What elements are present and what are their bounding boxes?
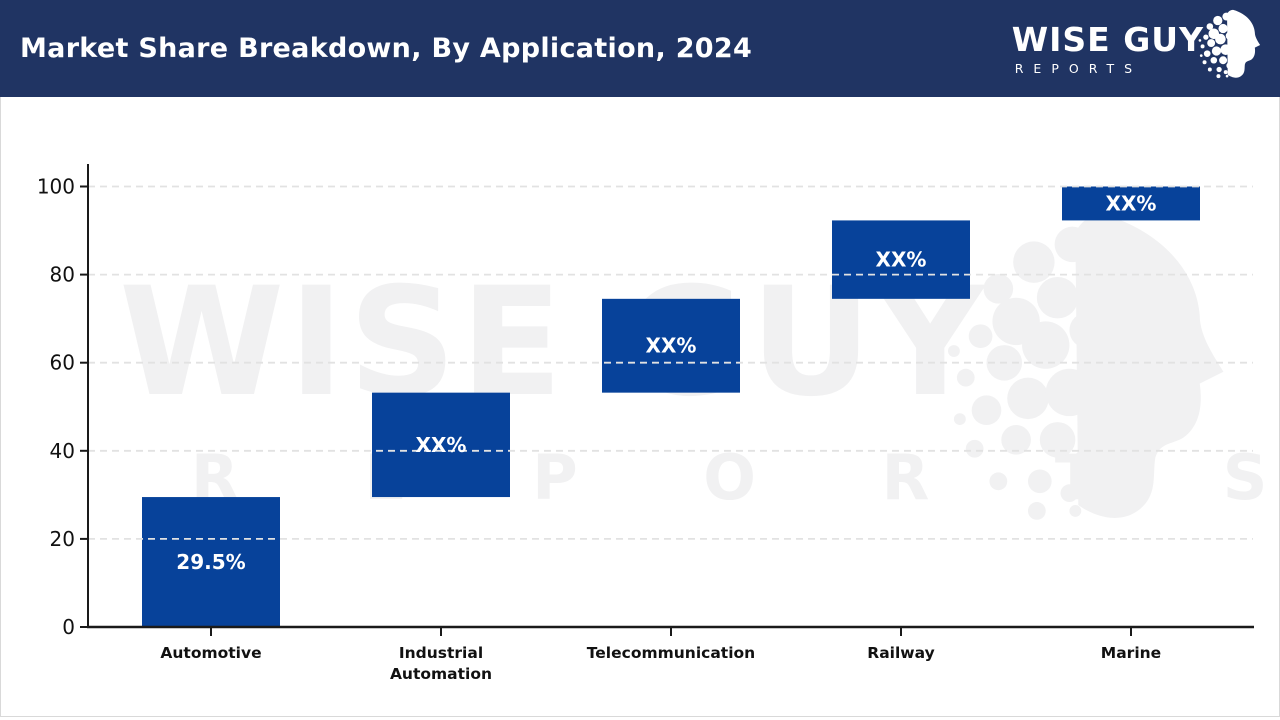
y-tick-label-40: 40: [50, 439, 75, 463]
market-share-chart: 29.5% XX% XX% XX% XX% 0 20 40 60 80 100 Automotive I…: [37, 164, 1254, 683]
logo-name-text: WISE GUY: [1011, 19, 1204, 59]
x-tick-label-railway: Railway: [867, 644, 934, 662]
logo-subtitle-text: REPORTS: [1014, 60, 1143, 76]
x-tick-label-marine: Marine: [1101, 644, 1161, 662]
bar-value-label-automotive: 29.5%: [176, 550, 245, 574]
bar-value-label-telecommunication: XX%: [646, 334, 697, 358]
x-tick-label-industrial-automation: Industrial: [399, 644, 483, 662]
page-title: Market Share Breakdown, By Application, …: [20, 33, 753, 64]
y-tick-label-80: 80: [50, 263, 75, 287]
bar-automotive: [142, 497, 280, 627]
x-tick-label-industrial-automation: Automation: [390, 665, 492, 683]
logo-wordmark: WISE GUY REPORTS: [1012, 23, 1204, 76]
wiseguy-logo: WISE GUY REPORTS: [1012, 6, 1270, 92]
head-silhouette-icon: [1196, 6, 1270, 92]
bar-railway: [832, 220, 970, 299]
y-tick-label-60: 60: [50, 351, 75, 375]
bar-telecommunication: [602, 298, 740, 393]
report-header: Market Share Breakdown, By Application, …: [0, 0, 1280, 97]
y-tick-label-0: 0: [62, 615, 75, 639]
chart-region: WISE GUY R E P O R T S 29.5% XX% XX% XX% XX%…: [0, 97, 1280, 717]
y-tick-label-100: 100: [37, 175, 75, 199]
x-tick-label-automotive: Automotive: [160, 644, 261, 662]
bar-value-label-marine: XX%: [1106, 191, 1157, 215]
y-tick-label-20: 20: [50, 527, 75, 551]
bar-industrial-automation: [372, 392, 510, 498]
bar-value-label-railway: XX%: [876, 248, 927, 272]
bar-marine: [1062, 186, 1200, 221]
bar-value-label-industrial-automation: XX%: [416, 433, 467, 457]
x-tick-label-telecommunication: Telecommunication: [587, 644, 755, 662]
